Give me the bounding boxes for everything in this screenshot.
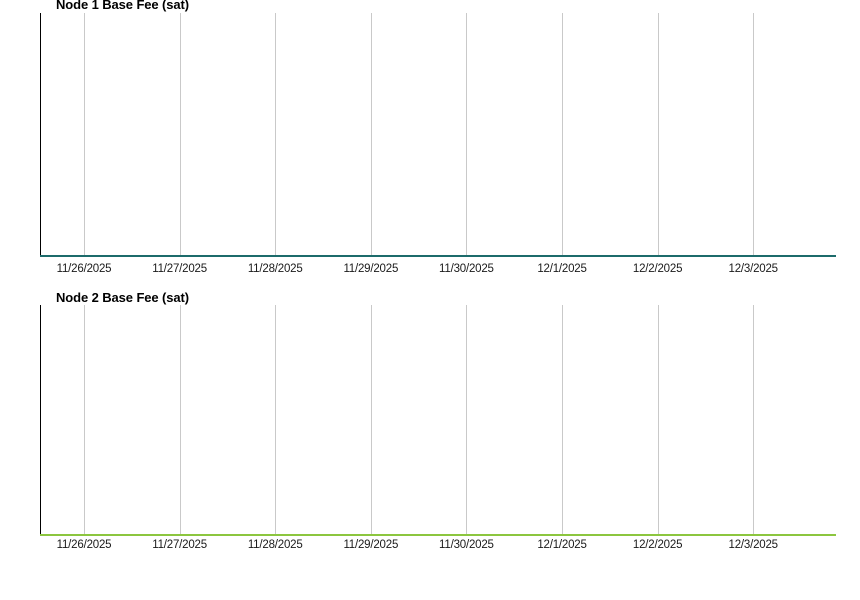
chart-1-x-tick-labels: 11/26/2025 11/27/2025 11/28/2025 11/29/2025…: [40, 263, 836, 279]
gridline: [275, 13, 277, 255]
x-tick-label: 11/28/2025: [247, 263, 303, 275]
gridline: [84, 305, 85, 534]
chart-node-1-base-fee: Node 1 Base Fee (sat) 11/26/2025 11/27/20…: [0, 0, 860, 290]
chart-1-title: Node 1 Base Fee (sat): [56, 0, 190, 12]
gridline: [657, 13, 659, 255]
x-tick-label: 12/3/2025: [728, 263, 779, 275]
x-tick-label: 11/29/2025: [343, 263, 399, 275]
x-tick-label: 11/30/2025: [439, 263, 494, 275]
gridline: [562, 305, 563, 534]
chart-1-plot-area: [40, 13, 836, 257]
gridline: [466, 13, 468, 255]
x-tick-label: 11/27/2025: [152, 263, 207, 275]
x-tick-label: 12/1/2025: [537, 539, 587, 551]
x-tick-label: 12/2/2025: [632, 263, 683, 275]
chart-2-title: Node 2 Base Fee (sat): [56, 290, 190, 305]
x-tick-label: 12/3/2025: [728, 539, 779, 551]
x-tick-label: 11/29/2025: [343, 539, 399, 551]
x-tick-label: 12/2/2025: [632, 539, 683, 551]
chart-2-y-axis: [40, 305, 41, 535]
gridline: [370, 13, 372, 255]
x-tick-label: 11/28/2025: [247, 539, 303, 551]
gridline: [753, 305, 755, 534]
gridline: [753, 13, 755, 255]
x-tick-label: 11/30/2025: [439, 539, 494, 551]
chart-1-y-axis: [40, 13, 41, 256]
x-tick-label: 11/26/2025: [56, 263, 112, 275]
chart-2-x-tick-labels: 11/26/2025 11/27/2025 11/28/2025 11/29/2025…: [40, 539, 836, 555]
x-tick-label: 11/27/2025: [152, 539, 207, 551]
x-tick-label: 12/1/2025: [537, 263, 587, 275]
gridline: [179, 13, 181, 255]
gridline: [179, 305, 181, 534]
gridline: [275, 305, 277, 534]
gridline: [370, 305, 372, 534]
gridline: [562, 13, 563, 255]
gridline: [657, 305, 659, 534]
chart-2-series-line: [40, 534, 836, 536]
gridline: [466, 305, 468, 534]
chart-1-series-line: [40, 255, 836, 257]
chart-2-plot-area: [40, 305, 836, 536]
chart-node-2-base-fee: Node 2 Base Fee (sat) 11/26/2025 11/27/20…: [0, 288, 860, 583]
gridline: [84, 13, 85, 255]
x-tick-label: 11/26/2025: [56, 539, 112, 551]
